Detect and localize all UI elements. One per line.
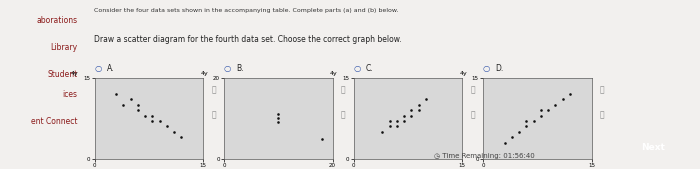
Point [406, 109, 417, 112]
Text: ⌕: ⌕ [211, 85, 216, 94]
Text: Draw a scatter diagram for the fourth data set. Choose the correct graph below.: Draw a scatter diagram for the fourth da… [94, 35, 402, 44]
Point [377, 130, 388, 133]
Point [273, 113, 284, 116]
Point [550, 103, 561, 106]
Point [528, 120, 539, 122]
Text: ○: ○ [483, 64, 490, 73]
Point [384, 125, 395, 128]
Text: ◷ Time Remaining: 01:56:40: ◷ Time Remaining: 01:56:40 [434, 153, 535, 159]
Text: Student: Student [47, 70, 77, 79]
Text: ices: ices [62, 90, 77, 99]
Text: ⌕: ⌕ [600, 85, 605, 94]
Point [384, 120, 395, 122]
Point [514, 130, 525, 133]
Point [398, 114, 409, 117]
Point [536, 114, 547, 117]
Point [406, 114, 417, 117]
Point [398, 120, 409, 122]
Point [147, 114, 158, 117]
Text: ⌕: ⌕ [341, 111, 346, 120]
Text: ○: ○ [94, 64, 101, 73]
Y-axis label: 4y: 4y [330, 71, 338, 76]
Point [125, 98, 136, 101]
Point [506, 136, 517, 139]
Point [391, 120, 402, 122]
Y-axis label: 4y: 4y [201, 71, 209, 76]
Point [420, 98, 431, 101]
Text: ⌕: ⌕ [470, 111, 475, 120]
Point [161, 125, 172, 128]
Point [413, 103, 424, 106]
Point [111, 93, 122, 95]
Point [139, 114, 150, 117]
Point [273, 121, 284, 124]
Text: Next: Next [640, 142, 665, 152]
Point [557, 98, 568, 101]
Point [132, 109, 144, 112]
Point [176, 136, 187, 139]
Text: Consider the four data sets shown in the accompanying table. Complete parts (a) : Consider the four data sets shown in the… [94, 8, 399, 14]
Text: ○: ○ [224, 64, 231, 73]
Point [132, 103, 144, 106]
Point [542, 109, 554, 112]
Point [413, 109, 424, 112]
Text: A.: A. [107, 64, 115, 73]
Point [391, 125, 402, 128]
Point [147, 120, 158, 122]
Point [521, 125, 532, 128]
Text: B.: B. [237, 64, 244, 73]
Text: Library: Library [50, 43, 77, 52]
Text: ⌕: ⌕ [211, 111, 216, 120]
Point [564, 93, 575, 95]
Text: ⌕: ⌕ [341, 85, 346, 94]
Text: ent Connect: ent Connect [31, 117, 77, 126]
Point [118, 103, 129, 106]
Point [536, 109, 547, 112]
Text: ⌕: ⌕ [600, 111, 605, 120]
Text: C.: C. [366, 64, 374, 73]
Text: aborations: aborations [36, 16, 77, 25]
Text: D.: D. [496, 64, 504, 73]
Point [273, 117, 284, 120]
Point [521, 120, 532, 122]
Point [169, 130, 180, 133]
Y-axis label: 4y: 4y [460, 71, 468, 76]
Y-axis label: 4y: 4y [71, 71, 79, 76]
Point [154, 120, 165, 122]
Point [499, 141, 510, 144]
Text: ○: ○ [354, 64, 360, 73]
Point [316, 137, 327, 140]
Text: ⌕: ⌕ [470, 85, 475, 94]
